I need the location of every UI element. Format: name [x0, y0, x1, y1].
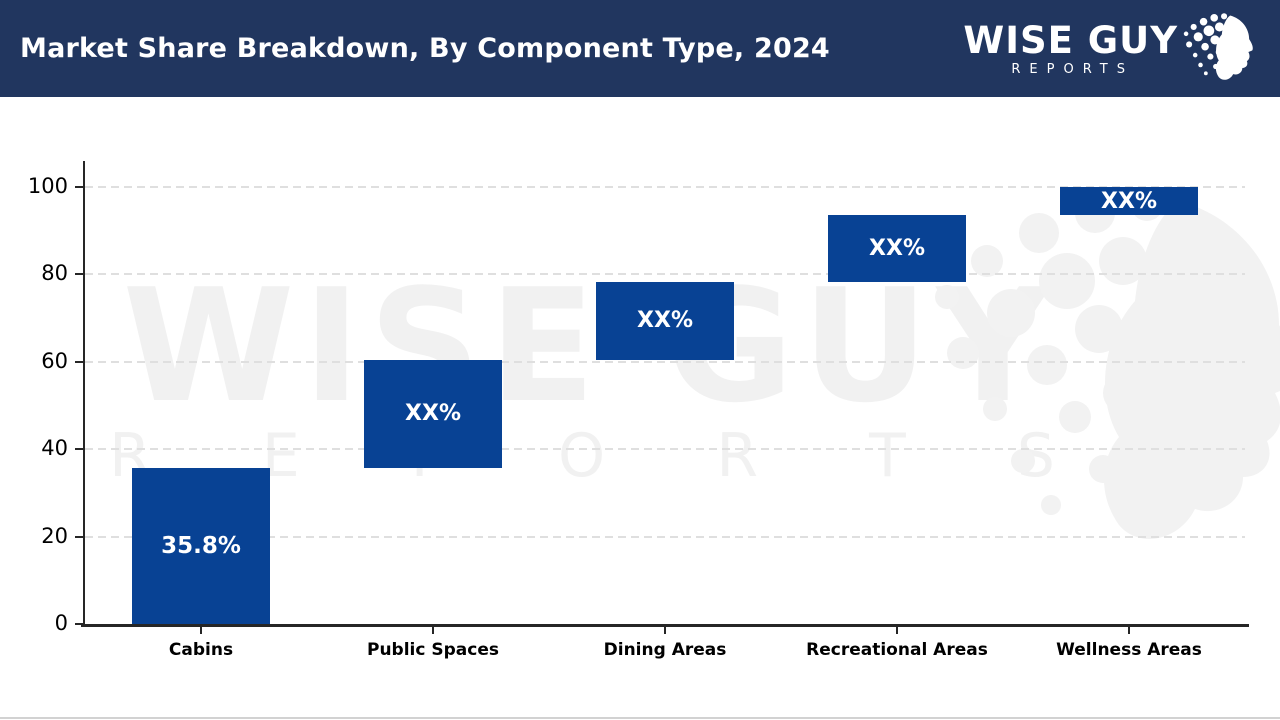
y-tick-mark — [75, 186, 83, 188]
x-category-label: Public Spaces — [367, 640, 499, 660]
watermark-face-icon — [935, 189, 1280, 539]
x-category-label: Recreational Areas — [806, 640, 988, 660]
x-category-label: Dining Areas — [603, 640, 727, 660]
bar: XX% — [1060, 187, 1198, 216]
y-tick-mark — [75, 273, 83, 276]
y-tick-mark — [75, 535, 83, 538]
bar-value-label: XX% — [637, 308, 693, 334]
y-tick-label: 0 — [54, 611, 68, 635]
y-tick-label: 80 — [41, 261, 68, 286]
header-bar: Market Share Breakdown, By Component Typ… — [0, 0, 1280, 97]
gridline — [85, 186, 1245, 188]
watermark-text: WISE GUY R E P O R T S — [70, 262, 1110, 489]
page-title: Market Share Breakdown, By Component Typ… — [20, 33, 830, 64]
bar: XX% — [596, 281, 734, 360]
x-tick-mark — [1128, 626, 1130, 634]
logo-text: WISE GUY REPORTS — [963, 22, 1178, 76]
watermark-line1: WISE GUY — [122, 255, 1058, 437]
y-tick-label: 40 — [41, 436, 68, 461]
bar: 35.8% — [132, 467, 270, 624]
x-category-label: Cabins — [168, 640, 234, 660]
bar: XX% — [364, 359, 502, 468]
y-tick-label: 60 — [41, 348, 68, 373]
x-axis — [81, 624, 1249, 627]
bar-value-label: XX% — [869, 236, 925, 262]
wiseguy-logo: WISE GUY REPORTS — [963, 8, 1256, 90]
gridline — [85, 360, 1245, 363]
bar-value-label: XX% — [405, 401, 461, 427]
x-category-label: Wellness Areas — [1056, 640, 1202, 660]
y-tick-mark — [75, 360, 83, 363]
plot: 0 20 40 60 80 100 35.8% Cabins XX% Public Spaces X… — [28, 161, 1249, 660]
logo-wordmark: WISE GUY — [963, 18, 1178, 62]
gridline — [85, 448, 1245, 451]
x-tick-mark — [432, 626, 434, 634]
gridline — [85, 535, 1245, 538]
bar-value-label: 35.8% — [161, 532, 241, 559]
logo-subtitle: REPORTS — [1011, 61, 1134, 77]
footer-line — [0, 717, 1280, 719]
y-tick-mark — [75, 448, 83, 451]
x-tick-mark — [664, 626, 666, 634]
gridline — [85, 273, 1245, 276]
y-tick-label: 20 — [41, 523, 68, 548]
chart-area: WISE GUY R E P O R T S 0 20 40 60 80 100 35.8%… — [0, 97, 1280, 718]
logo-face-icon — [1183, 12, 1253, 80]
x-tick-mark — [896, 626, 898, 634]
y-axis — [83, 161, 85, 626]
y-tick-mark — [75, 623, 83, 625]
bar: XX% — [828, 215, 966, 282]
bar-value-label: XX% — [1101, 188, 1157, 214]
x-tick-mark — [200, 626, 202, 634]
y-tick-label: 100 — [27, 174, 68, 198]
